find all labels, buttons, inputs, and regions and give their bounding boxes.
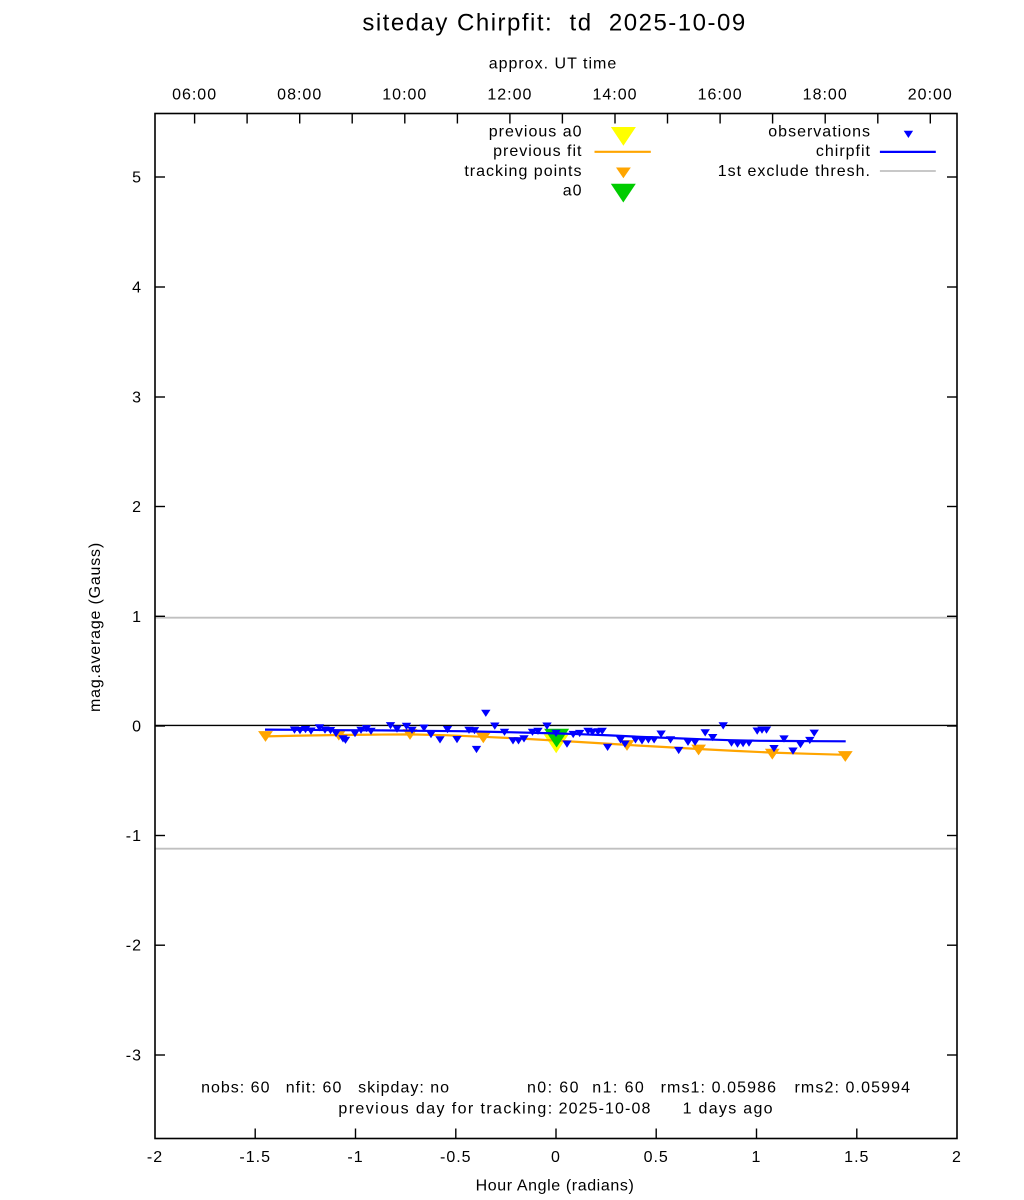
svg-text:06:00: 06:00: [172, 87, 217, 104]
svg-text:1: 1: [132, 609, 142, 626]
svg-text:2: 2: [132, 499, 142, 516]
svg-text:-2: -2: [126, 938, 142, 955]
svg-text:previous day for tracking:: previous day for tracking:: [338, 1100, 553, 1117]
svg-text:Hour Angle (radians): Hour Angle (radians): [476, 1178, 635, 1195]
svg-text:nobs: 60: nobs: 60: [201, 1080, 270, 1097]
svg-text:observations: observations: [768, 124, 871, 141]
svg-text:tracking points: tracking points: [464, 163, 582, 180]
svg-text:1: 1: [752, 1149, 762, 1166]
svg-text:-3: -3: [126, 1048, 142, 1065]
svg-text:1 days ago: 1 days ago: [683, 1100, 774, 1117]
svg-text:10:00: 10:00: [382, 87, 427, 104]
svg-text:20:00: 20:00: [908, 87, 953, 104]
svg-text:-2: -2: [147, 1149, 163, 1166]
svg-text:1.5: 1.5: [844, 1149, 869, 1166]
svg-text:12:00: 12:00: [487, 87, 532, 104]
svg-text:-0.5: -0.5: [440, 1149, 472, 1166]
svg-text:skipday: no: skipday: no: [358, 1080, 450, 1097]
svg-text:-1: -1: [347, 1149, 363, 1166]
svg-text:18:00: 18:00: [803, 87, 848, 104]
svg-text:nfit: 60: nfit: 60: [286, 1080, 343, 1097]
svg-text:rms2: 0.05994: rms2: 0.05994: [795, 1080, 912, 1097]
svg-text:4: 4: [132, 280, 142, 297]
svg-text:rms1: 0.05986: rms1: 0.05986: [661, 1080, 778, 1097]
svg-text:0.5: 0.5: [644, 1149, 669, 1166]
svg-text:5: 5: [132, 170, 142, 187]
svg-text:0: 0: [132, 719, 142, 736]
svg-text:2025-10-08: 2025-10-08: [559, 1100, 652, 1117]
svg-text:n1: 60: n1: 60: [592, 1080, 645, 1097]
svg-text:-1.5: -1.5: [239, 1149, 271, 1166]
svg-text:08:00: 08:00: [277, 87, 322, 104]
svg-text:3: 3: [132, 390, 142, 407]
svg-text:approx. UT time: approx. UT time: [489, 56, 618, 73]
svg-text:previous fit: previous fit: [493, 143, 582, 160]
svg-text:a0: a0: [563, 183, 583, 200]
svg-text:n0: 60: n0: 60: [527, 1080, 580, 1097]
svg-text:16:00: 16:00: [698, 87, 743, 104]
svg-text:2: 2: [952, 1149, 962, 1166]
svg-text:14:00: 14:00: [592, 87, 637, 104]
svg-text:siteday Chirpfit: td 2025-10: siteday Chirpfit: td 2025-10-09: [362, 10, 746, 37]
svg-text:1st exclude thresh.: 1st exclude thresh.: [718, 163, 871, 180]
svg-text:chirpfit: chirpfit: [816, 143, 871, 160]
svg-text:0: 0: [551, 1149, 561, 1166]
svg-text:-1: -1: [126, 828, 142, 845]
svg-text:mag.average (Gauss): mag.average (Gauss): [87, 542, 104, 712]
svg-text:previous a0: previous a0: [489, 124, 583, 141]
